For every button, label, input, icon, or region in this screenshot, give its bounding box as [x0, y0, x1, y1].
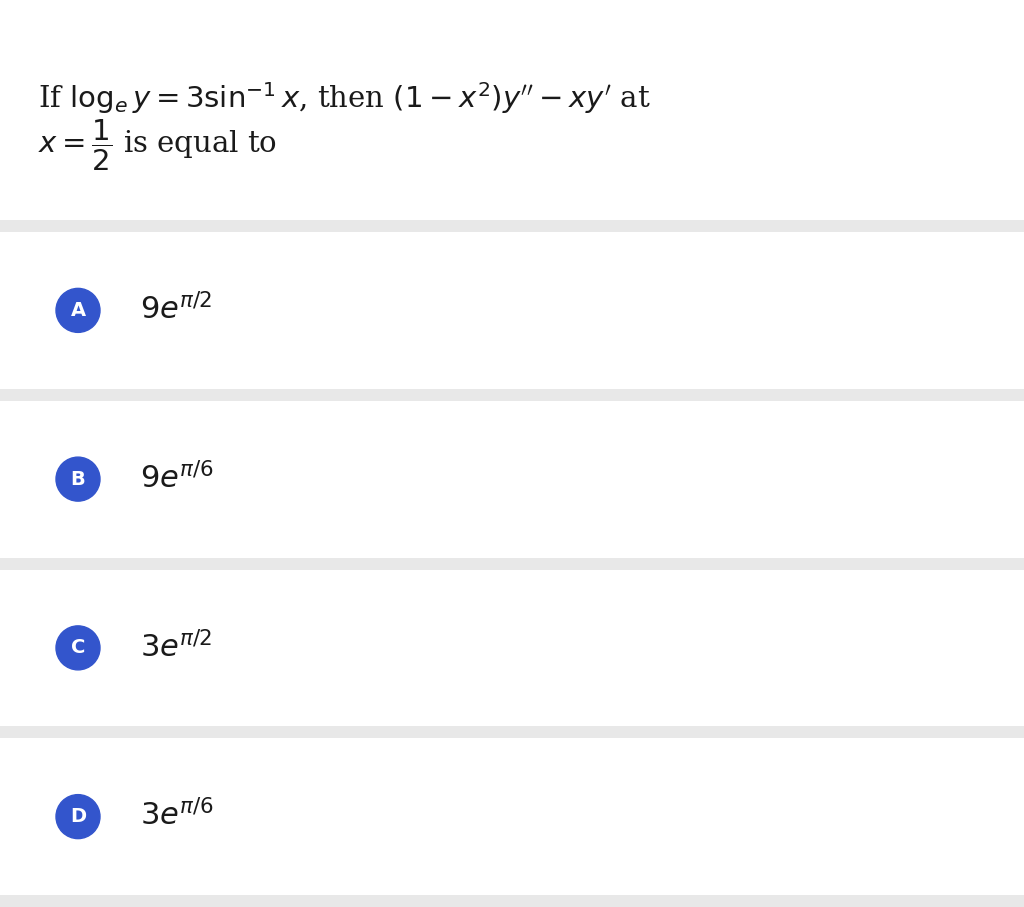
Circle shape [56, 795, 100, 839]
Bar [0, 0, 1024, 220]
Text: $3e^{\pi/2}$: $3e^{\pi/2}$ [140, 631, 212, 664]
Text: B: B [71, 470, 85, 489]
Text: $9e^{\pi/2}$: $9e^{\pi/2}$ [140, 294, 212, 327]
Circle shape [56, 457, 100, 502]
Text: A: A [71, 301, 86, 320]
Circle shape [56, 288, 100, 332]
Text: If $\log_e y = 3\sin^{-1} x$, then $(1 - x^2)y'' - xy'$ at: If $\log_e y = 3\sin^{-1} x$, then $(1 -… [38, 80, 651, 116]
Text: D: D [70, 807, 86, 826]
Text: $9e^{\pi/6}$: $9e^{\pi/6}$ [140, 463, 214, 495]
Circle shape [56, 626, 100, 670]
Text: C: C [71, 639, 85, 658]
Bar [0, 232, 1024, 389]
Text: $x = \dfrac{1}{2}$ is equal to: $x = \dfrac{1}{2}$ is equal to [38, 117, 278, 172]
Bar [0, 738, 1024, 895]
Bar [0, 570, 1024, 727]
Text: $3e^{\pi/6}$: $3e^{\pi/6}$ [140, 800, 214, 833]
Bar [0, 401, 1024, 558]
